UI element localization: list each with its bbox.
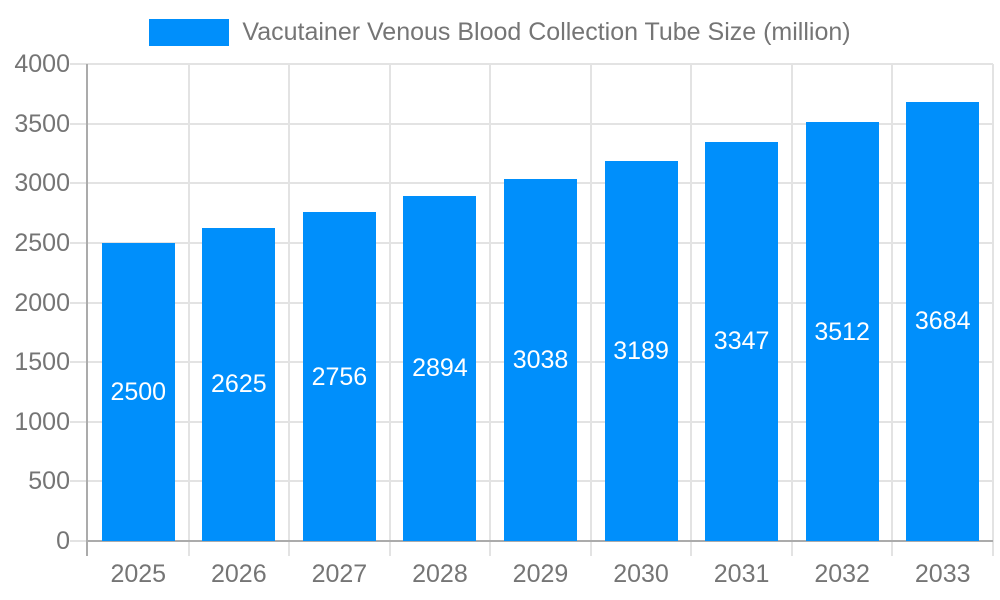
bar-2026[interactable] [202,227,276,541]
gridline-vertical [489,64,492,541]
gridline-vertical [187,64,190,541]
bar-2027[interactable] [302,212,376,541]
x-tick-label-2031: 2031 [713,560,770,588]
x-tick-label-2032: 2032 [814,560,870,588]
legend: Vacutainer Venous Blood Collection Tube … [0,19,1000,46]
x-axis-tick [992,541,994,556]
y-axis-tick [70,480,88,483]
y-tick-label-1500: 1500 [14,348,70,377]
bar-2033[interactable] [906,101,980,541]
gridline-vertical [891,64,894,541]
gridline-vertical [790,64,793,541]
legend-item[interactable]: Vacutainer Venous Blood Collection Tube … [149,18,851,46]
x-axis-tick [489,541,492,556]
y-axis-tick [70,63,88,65]
y-tick-label-2500: 2500 [14,228,70,257]
x-axis-tick [690,541,693,556]
plot-area: 0 500 1000 1500 2000 2500 3000 3500 4000 2500 2025… [14,51,994,587]
x-tick-label-2026: 2026 [211,560,267,588]
bar-2031[interactable] [705,141,779,541]
y-axis-line [86,64,88,556]
gridline-horizontal [88,122,993,125]
x-axis-tick [288,541,291,556]
y-axis-tick [70,122,88,125]
y-axis-tick [70,540,88,542]
x-tick-label-2028: 2028 [412,560,468,588]
y-tick-label-1000: 1000 [14,407,70,436]
y-axis-tick [70,301,88,304]
y-axis-tick [70,241,88,244]
y-tick-label-500: 500 [28,467,70,496]
y-axis-tick [70,182,88,185]
gridline-horizontal [88,63,993,65]
gridline-vertical [288,64,291,541]
x-tick-label-2027: 2027 [311,560,368,588]
x-tick-label-2029: 2029 [512,560,569,588]
x-tick-label-2030: 2030 [613,560,669,588]
gridline-vertical [589,64,592,541]
x-axis-tick [891,541,894,556]
x-axis-tick [589,541,592,556]
y-tick-label-2000: 2000 [14,288,70,317]
gridline-vertical [992,64,994,541]
bar-2025[interactable] [101,242,175,541]
gridline-vertical [388,64,391,541]
y-tick-label-4000: 4000 [14,50,70,78]
x-tick-label-2033: 2033 [914,560,971,588]
x-axis-tick [388,541,391,556]
x-axis-tick [187,541,190,556]
y-tick-label-3000: 3000 [14,169,70,198]
x-axis-line [86,540,993,542]
x-axis-tick [790,541,793,556]
x-tick-label-2025: 2025 [110,560,167,588]
bar-2028[interactable] [403,195,477,541]
bar-2030[interactable] [604,160,678,541]
bar-2032[interactable] [805,122,879,541]
legend-label: Vacutainer Venous Blood Collection Tube … [242,18,851,46]
y-tick-label-0: 0 [56,527,70,555]
y-axis-tick [70,361,88,364]
y-tick-label-3500: 3500 [14,109,70,138]
bar-2029[interactable] [504,178,577,541]
y-axis-tick [70,420,88,423]
gridline-vertical [690,64,693,541]
legend-swatch-icon [149,19,230,46]
